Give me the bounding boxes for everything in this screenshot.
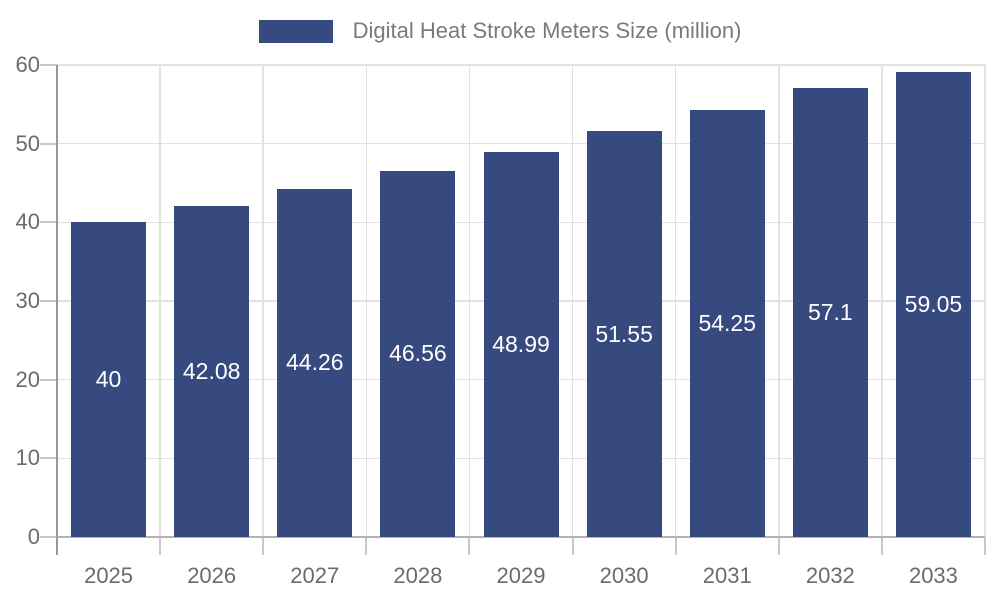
bar[interactable]: 46.56 <box>380 170 456 537</box>
grid-line-vertical <box>571 65 574 537</box>
x-axis-label: 2027 <box>290 563 340 588</box>
x-axis-tick <box>674 537 677 555</box>
bar[interactable]: 59.05 <box>895 72 971 537</box>
grid-line-vertical <box>159 65 161 537</box>
grid-line-vertical <box>881 65 883 537</box>
y-axis-label: 50 <box>15 130 40 156</box>
bar-value-label: 59.05 <box>904 291 963 318</box>
x-axis-label: 2029 <box>496 563 546 588</box>
x-axis-tick <box>468 537 471 555</box>
x-axis-tick <box>571 537 574 555</box>
legend-label[interactable]: Digital Heat Stroke Meters Size (million… <box>352 18 742 43</box>
bar[interactable]: 42.08 <box>174 205 250 537</box>
x-axis-tick <box>262 537 265 555</box>
grid-line-vertical <box>674 65 677 537</box>
grid-line-vertical <box>468 65 471 537</box>
bar[interactable]: 48.99 <box>483 151 559 537</box>
x-axis-tick <box>159 537 162 555</box>
x-axis-tick <box>777 537 780 555</box>
x-axis-line <box>57 536 985 538</box>
y-axis-tick <box>40 221 57 224</box>
x-axis-label: 2025 <box>84 563 134 588</box>
x-axis-label: 2030 <box>599 563 649 588</box>
bar-value-label: 40 <box>95 366 122 393</box>
x-axis-label: 2026 <box>187 563 237 588</box>
y-axis-label: 40 <box>15 209 40 235</box>
y-axis-label: 60 <box>15 52 40 77</box>
bar[interactable]: 51.55 <box>586 131 662 537</box>
legend-swatch[interactable] <box>258 19 333 43</box>
x-axis-label: 2032 <box>805 563 855 588</box>
grid-line-vertical <box>365 65 368 537</box>
x-axis-tick <box>365 537 368 555</box>
grid-line-vertical <box>778 65 780 537</box>
bar[interactable]: 40 <box>71 222 147 537</box>
x-axis-tick <box>984 537 986 555</box>
y-axis-label: 30 <box>15 288 40 313</box>
legend[interactable]: Digital Heat Stroke Meters Size (million… <box>0 17 1000 45</box>
y-axis-tick <box>40 64 57 66</box>
x-axis-label: 2028 <box>393 563 443 588</box>
y-axis-label: 20 <box>15 366 40 392</box>
bar-value-label: 44.26 <box>285 349 344 376</box>
bar-value-label: 57.1 <box>807 298 853 325</box>
y-axis-line <box>56 65 58 555</box>
y-axis-label: 10 <box>15 445 40 471</box>
plot-area: 0 10 20 30 40 50 60 2025 2026 2027 2028 2029 2030 203… <box>16 52 986 588</box>
grid-line-horizontal <box>57 64 985 66</box>
y-axis-label: 0 <box>27 524 40 549</box>
x-axis-label: 2031 <box>702 563 752 588</box>
y-axis-tick <box>40 300 57 302</box>
grid-line-vertical <box>262 65 264 537</box>
bar-value-label: 48.99 <box>492 330 550 357</box>
y-axis-tick <box>40 142 57 145</box>
grid-line-horizontal <box>57 142 985 145</box>
x-axis-tick <box>880 537 883 555</box>
bar[interactable]: 44.26 <box>277 188 353 537</box>
bar[interactable]: 57.1 <box>792 87 868 537</box>
bar-value-label: 51.55 <box>595 320 653 347</box>
y-axis-tick <box>40 536 57 538</box>
x-axis-label: 2033 <box>908 563 958 588</box>
y-axis-tick <box>40 378 57 381</box>
bar-value-label: 54.25 <box>698 310 756 337</box>
grid-line-vertical <box>984 65 986 537</box>
bar[interactable]: 54.25 <box>689 110 765 537</box>
y-axis-tick <box>40 457 57 460</box>
bar-value-label: 46.56 <box>389 340 447 367</box>
bar-value-label: 42.08 <box>182 357 241 384</box>
